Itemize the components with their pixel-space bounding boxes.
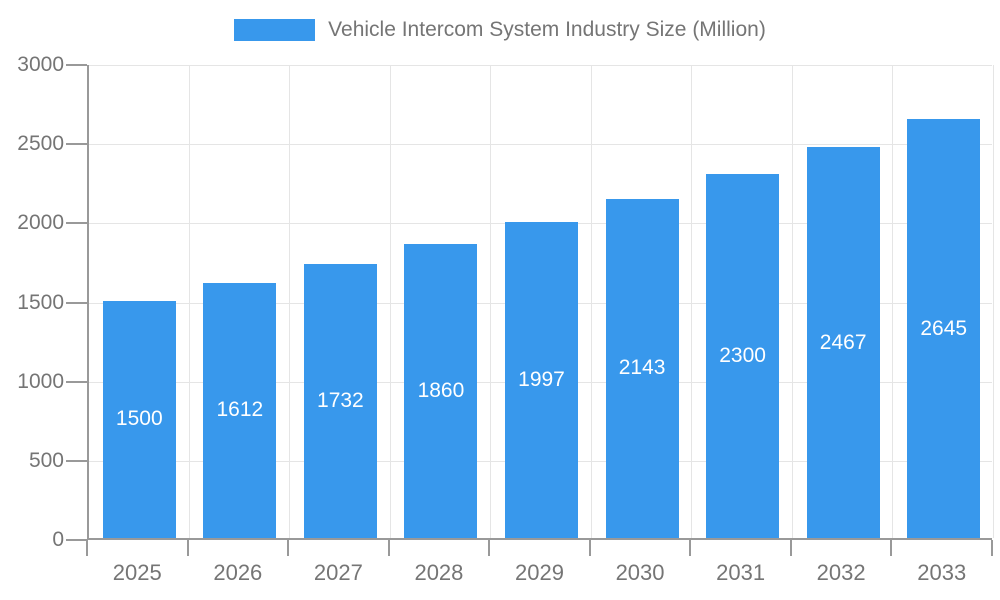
y-gridline bbox=[89, 65, 992, 66]
x-axis-tick-label: 2028 bbox=[414, 560, 464, 585]
y-axis-tick bbox=[66, 143, 87, 146]
bar-value-label: 1732 bbox=[317, 388, 364, 412]
y-axis-tick bbox=[66, 539, 87, 541]
y-axis-tick bbox=[66, 380, 87, 383]
y-axis-tick-label: 0 bbox=[52, 528, 64, 551]
x-axis-tick-label: 2030 bbox=[615, 560, 665, 585]
y-axis-tick-label: 2500 bbox=[17, 132, 64, 156]
bar-value-label: 2645 bbox=[920, 316, 968, 340]
bar-value-label: 1860 bbox=[417, 378, 465, 402]
bar-2031: 2300 bbox=[706, 173, 780, 538]
bar-2027: 1732 bbox=[303, 263, 377, 538]
bar-2028: 1860 bbox=[404, 243, 478, 538]
bar-2029: 1997 bbox=[505, 221, 578, 538]
x-axis-tick-label: 2026 bbox=[213, 560, 263, 585]
x-axis-tick bbox=[991, 540, 993, 556]
bar-value-label: 1612 bbox=[216, 398, 264, 422]
x-axis-tick-label: 2025 bbox=[112, 560, 162, 585]
x-gridline bbox=[892, 65, 894, 538]
x-gridline bbox=[389, 65, 391, 538]
bar-value-label: 2300 bbox=[719, 343, 766, 367]
x-axis-tick bbox=[287, 540, 290, 556]
x-axis-tick bbox=[186, 540, 189, 556]
x-axis-tick-label: 2027 bbox=[313, 560, 363, 585]
x-axis-tick bbox=[689, 540, 692, 556]
bar-value-label: 2143 bbox=[618, 356, 666, 380]
y-axis-tick bbox=[66, 64, 87, 66]
bar-2032: 2467 bbox=[806, 147, 880, 538]
y-axis-tick-label: 2000 bbox=[17, 211, 64, 235]
y-axis-tick bbox=[66, 222, 87, 225]
legend-swatch-icon bbox=[234, 19, 316, 41]
y-axis-tick-label: 3000 bbox=[17, 53, 64, 76]
chart-legend: Vehicle Intercom System Industry Size (M… bbox=[0, 18, 1000, 42]
y-axis-tick bbox=[66, 301, 87, 304]
x-axis-tick bbox=[387, 540, 390, 556]
y-gridline bbox=[89, 144, 992, 146]
bar-2030: 2143 bbox=[605, 198, 679, 538]
y-axis-tick bbox=[66, 459, 87, 462]
x-axis-tick-label: 2029 bbox=[515, 560, 564, 585]
bar-value-label: 1997 bbox=[518, 367, 565, 391]
x-axis-tick-label: 2032 bbox=[816, 560, 866, 585]
bar-2033: 2645 bbox=[907, 119, 981, 538]
x-gridline bbox=[289, 65, 291, 538]
x-gridline bbox=[590, 65, 592, 538]
x-gridline bbox=[691, 65, 693, 538]
x-gridline bbox=[490, 65, 492, 538]
x-axis-tick-label: 2031 bbox=[716, 560, 766, 585]
x-axis-tick bbox=[789, 540, 792, 556]
x-axis-tick-label: 2033 bbox=[917, 560, 967, 585]
bar-2025: 1500 bbox=[102, 300, 176, 538]
x-axis-tick bbox=[86, 540, 88, 556]
x-axis-tick bbox=[588, 540, 591, 556]
y-axis-tick-label: 500 bbox=[28, 448, 64, 472]
x-gridline bbox=[791, 65, 793, 538]
bar-value-label: 2467 bbox=[819, 330, 867, 354]
x-gridline bbox=[188, 65, 190, 538]
y-axis-tick-label: 1000 bbox=[17, 369, 64, 393]
y-axis-tick-label: 1500 bbox=[17, 290, 64, 314]
x-axis-tick bbox=[488, 540, 491, 556]
x-gridline bbox=[993, 65, 994, 538]
legend-label: Vehicle Intercom System Industry Size (M… bbox=[328, 18, 766, 41]
plot-area: 1500 1612 1732 1860 1997 2143 2300 2467 2645 bbox=[87, 65, 994, 540]
bar-value-label: 1500 bbox=[115, 407, 163, 431]
bar-2026: 1612 bbox=[203, 282, 277, 538]
x-axis-tick bbox=[890, 540, 893, 556]
